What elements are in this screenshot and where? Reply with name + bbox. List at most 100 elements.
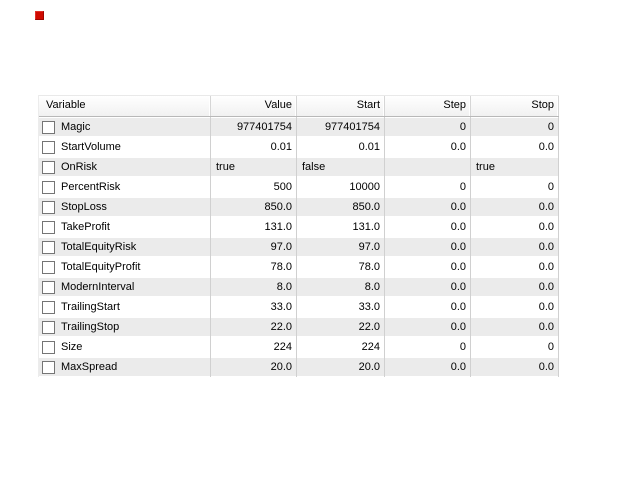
step-cell: 0.0	[385, 297, 471, 317]
value-cell: 33.0	[211, 297, 297, 317]
stop-cell: true	[471, 157, 559, 177]
stop-cell: 0.0	[471, 277, 559, 297]
column-header-stop[interactable]: Stop	[471, 96, 559, 116]
stop-cell: 0	[471, 337, 559, 357]
table-row[interactable]: OnRisk true false true	[39, 157, 559, 177]
start-cell: 10000	[297, 177, 385, 197]
start-cell: 78.0	[297, 257, 385, 277]
start-cell: 977401754	[297, 117, 385, 137]
row-checkbox[interactable]	[42, 200, 55, 214]
variable-name: TotalEquityProfit	[61, 261, 141, 273]
row-checkbox[interactable]	[42, 280, 55, 294]
value-cell: 78.0	[211, 257, 297, 277]
value-cell: 850.0	[211, 197, 297, 217]
value-cell: true	[211, 157, 297, 177]
step-cell: 0.0	[385, 257, 471, 277]
optimization-parameters-table: Variable Value Start Step Stop Magic 977…	[38, 95, 559, 377]
table-row[interactable]: ModernInterval 8.0 8.0 0.0 0.0	[39, 277, 559, 297]
row-checkbox[interactable]	[42, 240, 55, 254]
column-header-step[interactable]: Step	[385, 96, 471, 116]
variable-name: OnRisk	[61, 161, 98, 173]
variable-name: TrailingStop	[61, 321, 120, 333]
stop-cell: 0	[471, 177, 559, 197]
column-header-start[interactable]: Start	[297, 96, 385, 116]
table-rows: Magic 977401754 977401754 0 0 StartVolum…	[39, 117, 559, 377]
record-indicator-icon	[35, 11, 44, 20]
variable-name: TrailingStart	[61, 301, 120, 313]
variable-name: StartVolume	[61, 141, 121, 153]
row-checkbox[interactable]	[42, 220, 55, 234]
variable-name: PercentRisk	[61, 181, 121, 193]
start-cell: 224	[297, 337, 385, 357]
table-row[interactable]: Size 224 224 0 0	[39, 337, 559, 357]
step-cell: 0	[385, 337, 471, 357]
stop-cell: 0.0	[471, 317, 559, 337]
value-cell: 8.0	[211, 277, 297, 297]
table-row[interactable]: PercentRisk 500 10000 0 0	[39, 177, 559, 197]
start-cell: 850.0	[297, 197, 385, 217]
value-cell: 22.0	[211, 317, 297, 337]
start-cell: false	[297, 157, 385, 177]
row-checkbox[interactable]	[42, 320, 55, 334]
step-cell: 0.0	[385, 217, 471, 237]
step-cell: 0.0	[385, 357, 471, 377]
step-cell: 0.0	[385, 197, 471, 217]
step-cell: 0.0	[385, 277, 471, 297]
start-cell: 0.01	[297, 137, 385, 157]
table-row[interactable]: TotalEquityRisk 97.0 97.0 0.0 0.0	[39, 237, 559, 257]
table-row[interactable]: TotalEquityProfit 78.0 78.0 0.0 0.0	[39, 257, 559, 277]
row-checkbox[interactable]	[42, 160, 55, 174]
stop-cell: 0.0	[471, 257, 559, 277]
table-row[interactable]: TrailingStop 22.0 22.0 0.0 0.0	[39, 317, 559, 337]
start-cell: 131.0	[297, 217, 385, 237]
stop-cell: 0.0	[471, 237, 559, 257]
variable-name: TotalEquityRisk	[61, 241, 137, 253]
variable-name: ModernInterval	[61, 281, 135, 293]
value-cell: 0.01	[211, 137, 297, 157]
table-row[interactable]: StartVolume 0.01 0.01 0.0 0.0	[39, 137, 559, 157]
start-cell: 8.0	[297, 277, 385, 297]
row-checkbox[interactable]	[42, 300, 55, 314]
start-cell: 97.0	[297, 237, 385, 257]
table-row[interactable]: TakeProfit 131.0 131.0 0.0 0.0	[39, 217, 559, 237]
stop-cell: 0.0	[471, 137, 559, 157]
step-cell: 0.0	[385, 137, 471, 157]
column-header-variable[interactable]: Variable	[39, 96, 211, 116]
step-cell: 0	[385, 117, 471, 137]
variable-name: MaxSpread	[61, 361, 118, 373]
start-cell: 33.0	[297, 297, 385, 317]
table-row[interactable]: TrailingStart 33.0 33.0 0.0 0.0	[39, 297, 559, 317]
step-cell: 0.0	[385, 317, 471, 337]
row-checkbox[interactable]	[42, 140, 55, 154]
row-checkbox[interactable]	[42, 340, 55, 354]
value-cell: 224	[211, 337, 297, 357]
stop-cell: 0.0	[471, 197, 559, 217]
row-checkbox[interactable]	[42, 120, 55, 134]
row-checkbox[interactable]	[42, 260, 55, 274]
value-cell: 131.0	[211, 217, 297, 237]
start-cell: 20.0	[297, 357, 385, 377]
stop-cell: 0.0	[471, 217, 559, 237]
table-row[interactable]: MaxSpread 20.0 20.0 0.0 0.0	[39, 357, 559, 377]
table-row[interactable]: Magic 977401754 977401754 0 0	[39, 117, 559, 137]
column-header-value[interactable]: Value	[211, 96, 297, 116]
value-cell: 20.0	[211, 357, 297, 377]
row-checkbox[interactable]	[42, 180, 55, 194]
stop-cell: 0.0	[471, 357, 559, 377]
start-cell: 22.0	[297, 317, 385, 337]
table-header-row: Variable Value Start Step Stop	[39, 95, 559, 117]
row-checkbox[interactable]	[42, 360, 55, 374]
value-cell: 500	[211, 177, 297, 197]
step-cell: 0	[385, 177, 471, 197]
value-cell: 97.0	[211, 237, 297, 257]
stop-cell: 0.0	[471, 297, 559, 317]
variable-name: Size	[61, 341, 83, 353]
variable-name: StopLoss	[61, 201, 107, 213]
stop-cell: 0	[471, 117, 559, 137]
value-cell: 977401754	[211, 117, 297, 137]
variable-name: Magic	[61, 121, 91, 133]
variable-name: TakeProfit	[61, 221, 110, 233]
step-cell	[385, 157, 471, 177]
table-row[interactable]: StopLoss 850.0 850.0 0.0 0.0	[39, 197, 559, 217]
